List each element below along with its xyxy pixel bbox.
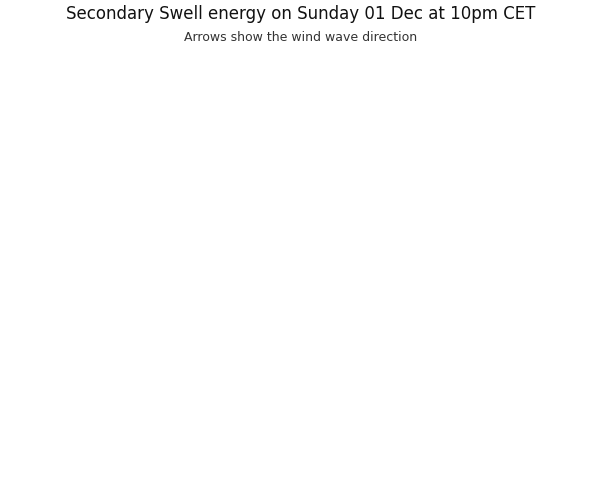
Text: cartopy required for map rendering: cartopy required for map rendering xyxy=(177,268,424,282)
Text: Arrows show the wind wave direction: Arrows show the wind wave direction xyxy=(184,31,417,43)
Text: Secondary Swell energy on Sunday 01 Dec at 10pm CET: Secondary Swell energy on Sunday 01 Dec … xyxy=(66,5,535,23)
